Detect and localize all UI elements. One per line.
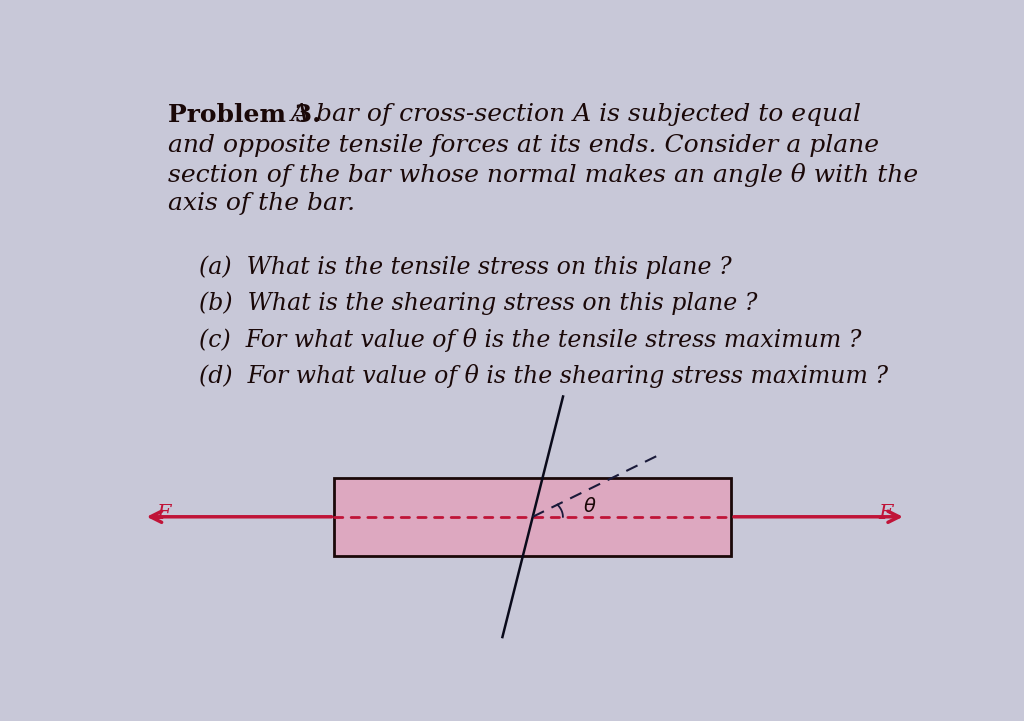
Text: section of the bar whose normal makes an angle θ with the: section of the bar whose normal makes an… (168, 163, 918, 187)
Text: A bar of cross-section A is subjected to equal: A bar of cross-section A is subjected to… (291, 103, 861, 126)
Text: (d)  For what value of θ is the shearing stress maximum ?: (d) For what value of θ is the shearing … (200, 364, 889, 388)
Text: axis of the bar.: axis of the bar. (168, 192, 354, 215)
Text: and opposite tensile forces at its ends. Consider a plane: and opposite tensile forces at its ends.… (168, 133, 879, 156)
Text: (b)  What is the shearing stress on this plane ?: (b) What is the shearing stress on this … (200, 292, 758, 316)
Bar (334, 478, 731, 556)
Text: F: F (879, 504, 893, 523)
Text: (c)  For what value of θ is the tensile stress maximum ?: (c) For what value of θ is the tensile s… (200, 328, 862, 352)
Text: $\theta$: $\theta$ (583, 497, 596, 516)
Text: F: F (157, 504, 171, 523)
Text: Problem 3.: Problem 3. (168, 103, 321, 127)
Text: (a)  What is the tensile stress on this plane ?: (a) What is the tensile stress on this p… (200, 256, 732, 279)
